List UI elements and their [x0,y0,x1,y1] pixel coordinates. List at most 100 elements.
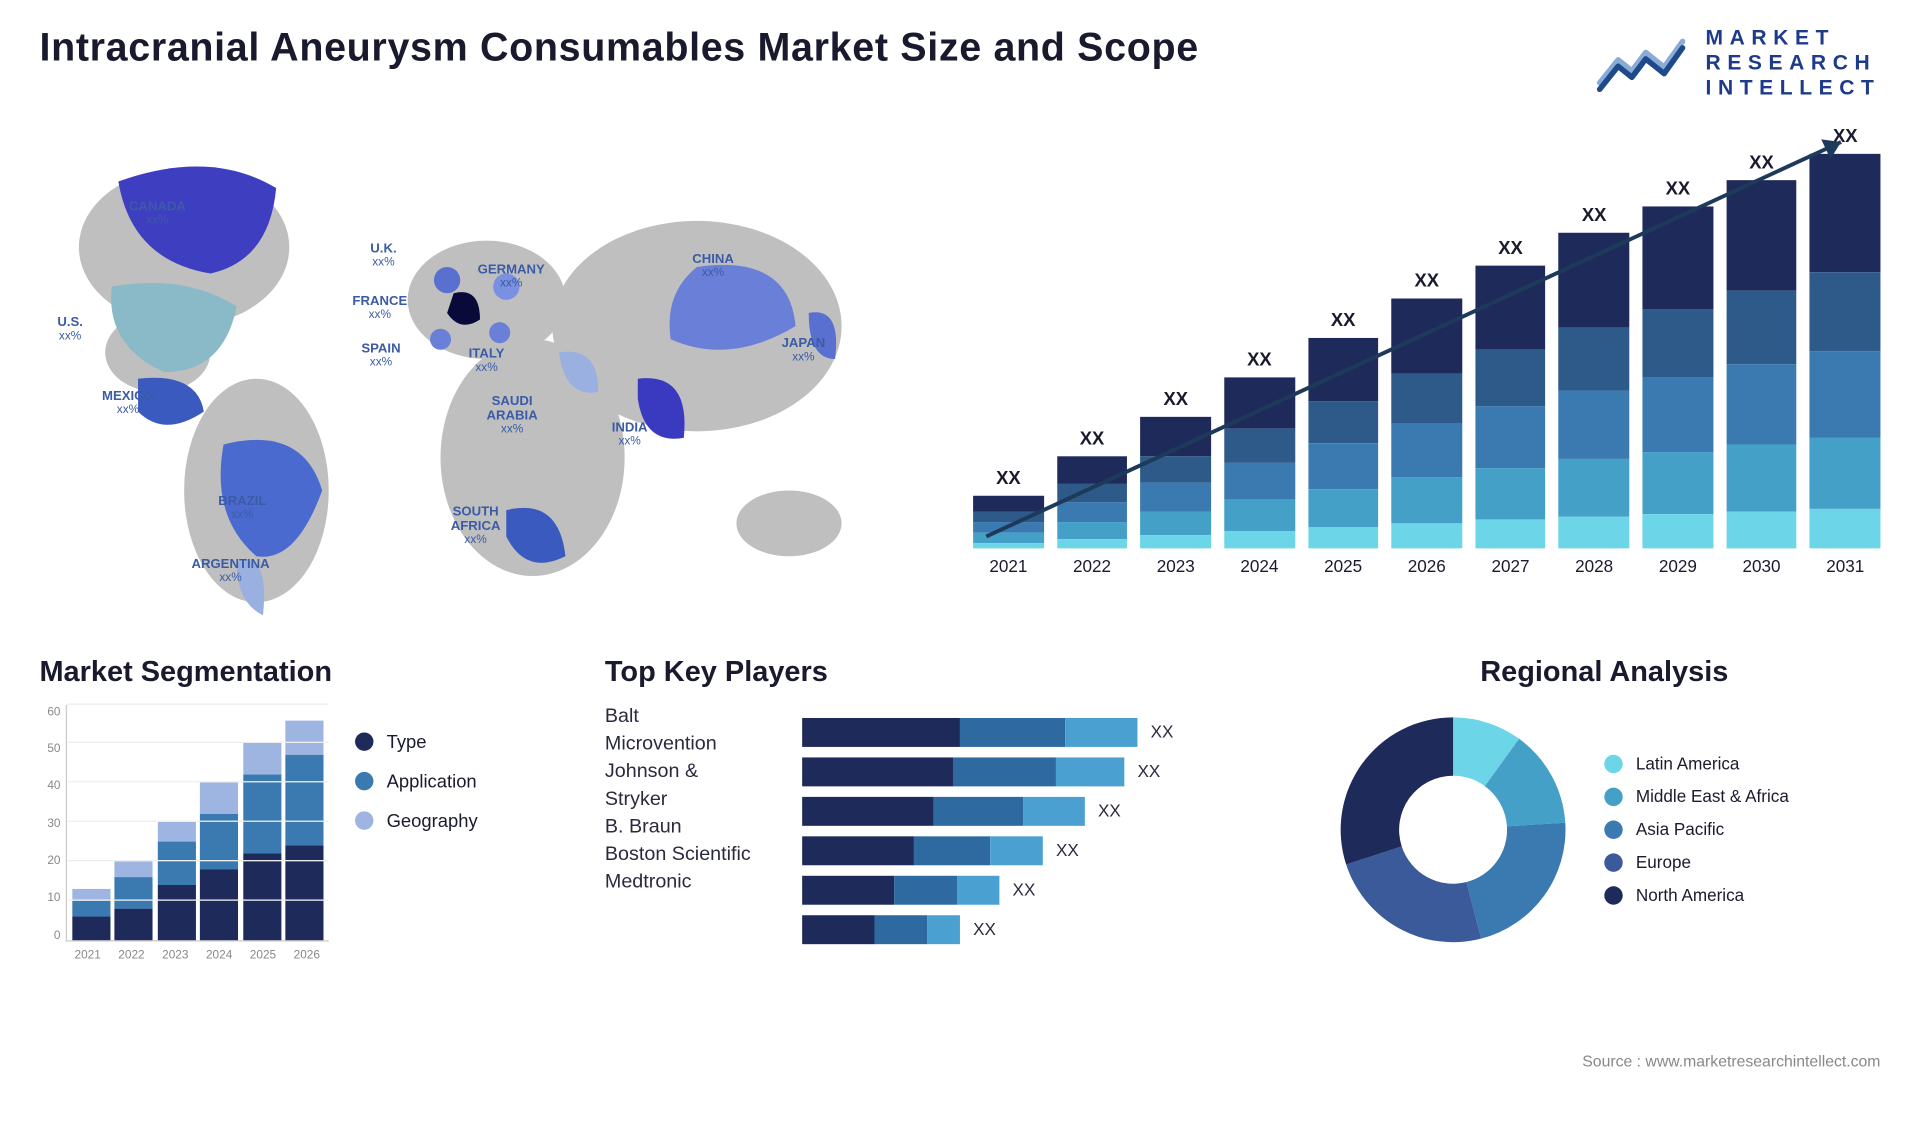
segmentation-bar [243,744,281,940]
map-label: CHINAxx% [692,252,734,279]
page: Intracranial Aneurysm Consumables Market… [0,0,1920,1078]
growth-bar-year: 2028 [1575,556,1613,576]
logo-text: MARKET RESEARCH INTELLECT [1706,26,1881,102]
growth-bar-label: XX [1666,177,1691,198]
growth-bar: XX 2031 [1810,124,1881,575]
segmentation-title: Market Segmentation [39,654,565,688]
segmentation-legend: Type Application Geography [355,704,478,967]
legend-item: Asia Pacific [1604,819,1789,839]
growth-bar-label: XX [1749,151,1774,172]
segmentation-bar [72,889,110,940]
regional-section: Regional Analysis Latin America Middle Ea… [1328,654,1880,954]
segmentation-chart: 6050403020100 202120222023202420252026 [39,704,328,967]
growth-bar: XX 2021 [973,466,1044,575]
growth-bar-label: XX [1080,427,1105,448]
logo-icon [1595,31,1687,97]
logo: MARKET RESEARCH INTELLECT [1595,26,1880,102]
key-players-section: Top Key Players Balt Microvention Johnson … [605,654,1289,943]
key-player-bar: XX [802,757,1289,786]
growth-bar-label: XX [1331,308,1356,329]
map-label: U.K.xx% [370,241,396,268]
map-label: BRAZILxx% [218,494,266,521]
growth-bar-label: XX [1498,236,1523,257]
map-label: ARGENTINAxx% [191,557,269,584]
map-label: ITALYxx% [469,347,505,374]
regional-title: Regional Analysis [1328,654,1880,688]
logo-line-3: INTELLECT [1706,77,1881,102]
key-player-bar: XX [802,717,1289,746]
regional-legend: Latin America Middle East & Africa Asia Pa… [1604,754,1789,905]
growth-bar-year: 2029 [1659,556,1697,576]
key-players-names: Balt Microvention Johnson & Stryker B. Braun… [605,704,776,943]
growth-bar: XX 2025 [1308,308,1379,575]
legend-item: Europe [1604,852,1789,872]
legend-item: Latin America [1604,754,1789,774]
map-label: MEXICOxx% [102,389,154,416]
growth-bar-year: 2023 [1157,556,1195,576]
growth-bar-year: 2031 [1826,556,1864,576]
segmentation-section: Market Segmentation 6050403020100 202120… [39,654,565,967]
growth-bar-label: XX [996,466,1021,487]
key-player-name: B. Braun [605,815,776,837]
key-player-name: Stryker [605,787,776,809]
growth-bar: XX 2026 [1392,269,1463,575]
legend-item: Geography [355,809,478,830]
growth-bar-year: 2024 [1240,556,1278,576]
page-title: Intracranial Aneurysm Consumables Market… [39,26,1198,71]
key-players-title: Top Key Players [605,654,1289,688]
map-label: SOUTHAFRICAxx% [451,504,501,546]
key-player-name: Johnson & [605,759,776,781]
growth-bar-year: 2021 [989,556,1027,576]
growth-bar-year: 2022 [1073,556,1111,576]
legend-item: Middle East & Africa [1604,786,1789,806]
segmentation-bar [158,822,196,940]
top-row: CANADAxx% U.S.xx% MEXICOxx% BRAZILxx% ARGENT… [39,115,1880,641]
growth-chart: XX 2021 XX 2022 XX 2023 XX 2024 XX 2025 XX 2026 XX 20… [973,115,1880,641]
key-player-bar: XX [802,915,1289,944]
map-label: CANADAxx% [129,199,186,226]
segmentation-bar [286,720,324,940]
growth-bar-label: XX [1247,348,1272,369]
regional-donut [1328,704,1578,954]
map-label: U.S.xx% [57,315,83,342]
map-label: JAPANxx% [782,336,826,363]
growth-bar: XX 2030 [1726,151,1797,576]
legend-item: Application [355,770,478,791]
map-label: INDIAxx% [612,420,648,447]
logo-line-1: MARKET [1706,26,1881,51]
growth-bar-year: 2025 [1324,556,1362,576]
header: Intracranial Aneurysm Consumables Market… [39,26,1880,102]
donut-slice [1346,846,1481,942]
growth-bar-year: 2030 [1743,556,1781,576]
key-player-name: Medtronic [605,870,776,892]
source-attribution: Source : www.marketresearchintellect.com [1582,1052,1880,1070]
legend-item: North America [1604,885,1789,905]
key-player-name: Microvention [605,732,776,754]
growth-bar: XX 2028 [1559,203,1630,575]
map-label: FRANCExx% [352,294,407,321]
growth-bar-label: XX [1833,124,1858,145]
key-player-bar: XX [802,875,1289,904]
donut-slice [1466,822,1565,938]
key-players-chart: XXXXXXXXXXXX [802,704,1289,943]
growth-bar-label: XX [1163,387,1188,408]
donut-slice [1341,717,1453,864]
map-label: SPAINxx% [361,341,400,368]
growth-bar-label: XX [1582,203,1607,224]
key-player-name: Boston Scientific [605,842,776,864]
growth-bar-label: XX [1415,269,1440,290]
growth-bar: XX 2022 [1057,427,1128,576]
growth-bar: XX 2027 [1475,236,1546,575]
growth-bar: XX 2029 [1643,177,1714,575]
growth-bar: XX 2024 [1224,348,1295,575]
growth-bar-year: 2027 [1491,556,1529,576]
key-player-bar: XX [802,796,1289,825]
map-label: GERMANYxx% [478,262,545,289]
world-map: CANADAxx% U.S.xx% MEXICOxx% BRAZILxx% ARGENT… [39,115,933,641]
map-label: SAUDIARABIAxx% [487,394,538,436]
growth-bar: XX 2023 [1140,387,1211,575]
key-player-name: Balt [605,704,776,726]
logo-line-2: RESEARCH [1706,52,1881,77]
growth-bar-year: 2026 [1408,556,1446,576]
legend-item: Type [355,731,478,752]
